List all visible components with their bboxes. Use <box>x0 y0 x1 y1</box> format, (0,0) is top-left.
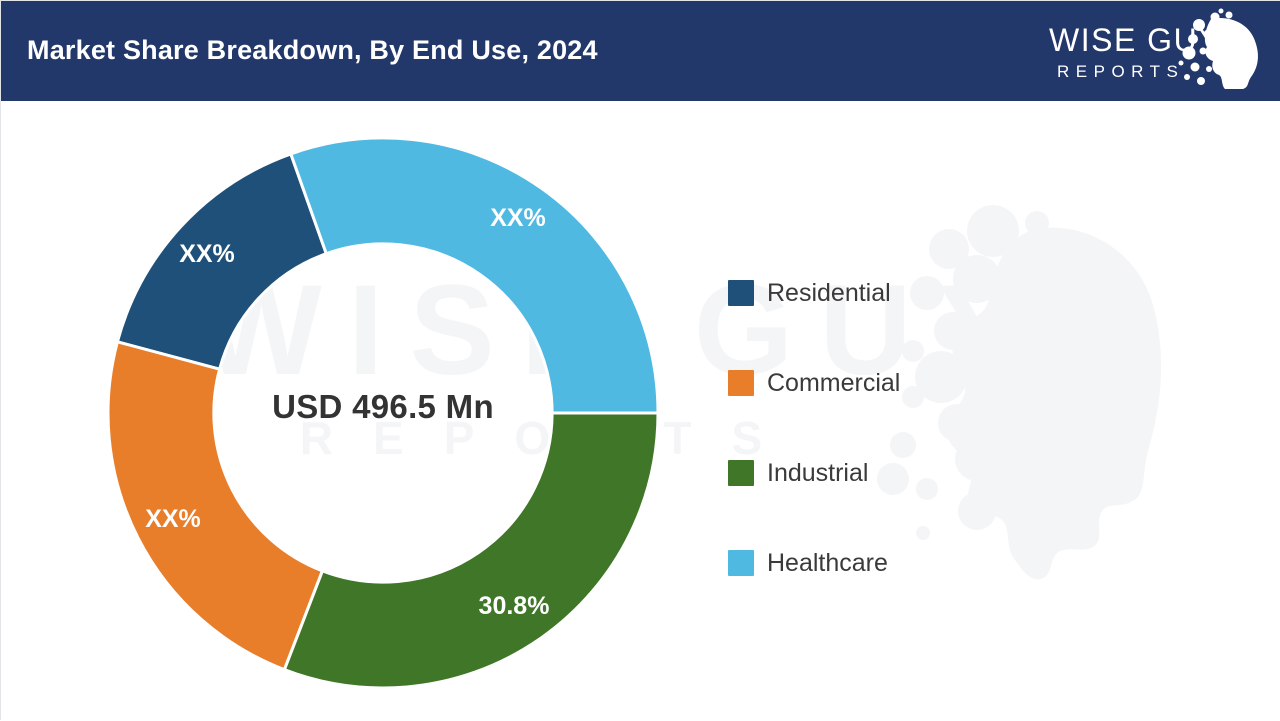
legend-swatch-commercial <box>728 370 754 396</box>
legend-item-residential[interactable]: Residential <box>728 248 1048 338</box>
legend-label-residential: Residential <box>767 278 891 307</box>
page-header: Market Share Breakdown, By End Use, 2024… <box>1 1 1280 101</box>
slice-label-commercial: XX% <box>145 505 201 533</box>
logo-head-icon <box>1178 8 1258 90</box>
logo-svg: WISE GUY REPORTS <box>1049 8 1258 90</box>
legend-item-healthcare[interactable]: Healthcare <box>728 518 1048 608</box>
legend-swatch-healthcare <box>728 550 754 576</box>
legend-swatch-industrial <box>728 460 754 486</box>
wise-guy-reports-logo: WISE GUY REPORTS <box>1043 7 1273 95</box>
legend-label-commercial: Commercial <box>767 368 901 397</box>
donut-chart-svg: XX% XX% 30.8% XX% <box>106 136 660 690</box>
donut-slices <box>106 136 660 690</box>
slice-commercial[interactable] <box>106 339 325 672</box>
donut-center-label: USD 496.5 Mn <box>272 388 494 425</box>
logo-wordmark-line2: REPORTS <box>1057 62 1184 81</box>
legend-label-healthcare: Healthcare <box>767 548 888 577</box>
legend-item-industrial[interactable]: Industrial <box>728 428 1048 518</box>
slice-data-labels: XX% XX% 30.8% XX% <box>145 204 549 620</box>
slice-healthcare[interactable] <box>288 136 660 415</box>
donut-chart: XX% XX% 30.8% XX% USD 496.5 Mn <box>1 101 781 721</box>
legend-item-commercial[interactable]: Commercial <box>728 338 1048 428</box>
slice-label-residential: XX% <box>179 240 235 268</box>
legend-label-industrial: Industrial <box>767 458 869 487</box>
chart-body: WISE GUY REPORTS <box>1 101 1280 721</box>
slice-industrial[interactable] <box>282 411 660 690</box>
slice-label-industrial: 30.8% <box>479 592 550 620</box>
chart-legend: Residential Commercial Industrial Health… <box>728 248 1048 608</box>
legend-swatch-residential <box>728 280 754 306</box>
page-title: Market Share Breakdown, By End Use, 2024 <box>27 35 598 65</box>
slice-label-healthcare: XX% <box>490 204 546 232</box>
